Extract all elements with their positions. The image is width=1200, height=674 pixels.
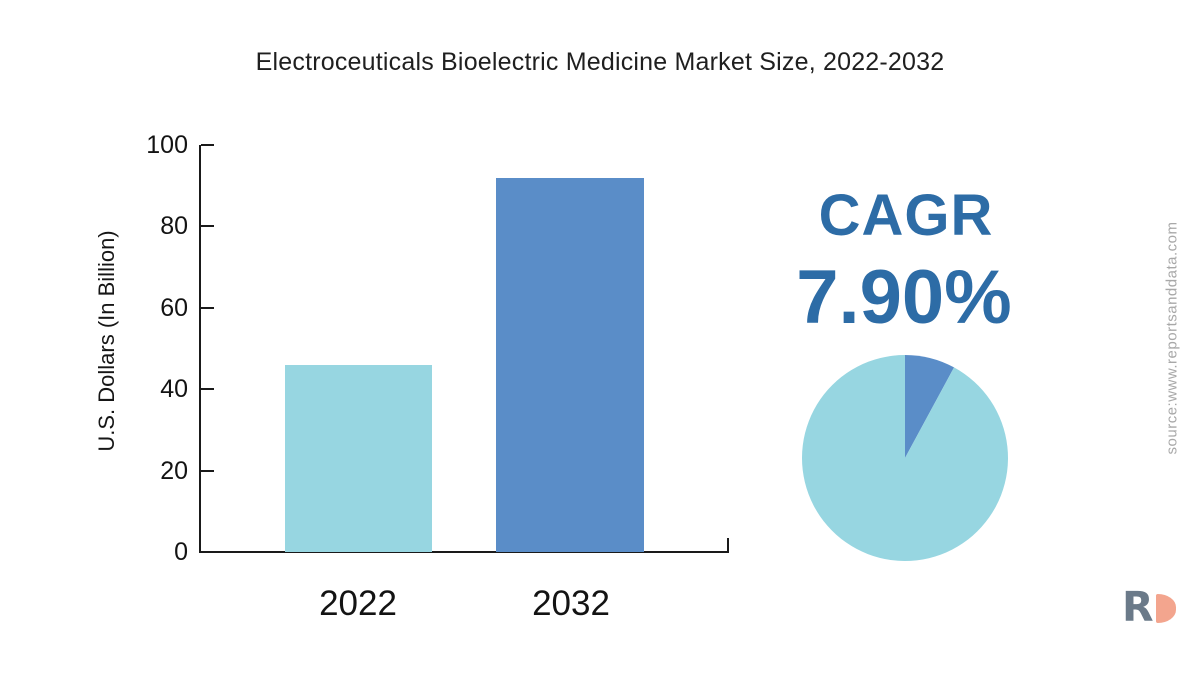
y-axis-label: U.S. Dollars (In Billion) — [94, 230, 119, 452]
chart-title: Electroceuticals Bioelectric Medicine Ma… — [255, 48, 945, 76]
y-tick-label: 60 — [160, 293, 188, 322]
y-tick-mark — [201, 225, 214, 228]
y-tick-label: 0 — [174, 538, 188, 566]
logo-letter-r: R — [1122, 583, 1154, 631]
x-axis-line — [199, 551, 729, 553]
y-tick-label: 80 — [160, 212, 188, 241]
cagr-value: 7.90% — [796, 255, 1012, 340]
y-tick-label: 20 — [160, 456, 188, 485]
y-tick-mark — [201, 306, 214, 309]
y-tick-mark — [201, 144, 214, 146]
x-tick-label-2022: 2022 — [319, 584, 397, 623]
bar-2022 — [285, 364, 432, 552]
y-tick-label: 100 — [146, 131, 188, 159]
y-axis-line — [199, 145, 201, 553]
reportsanddata-logo: R — [1122, 583, 1176, 631]
y-tick-mark — [201, 469, 214, 472]
pie-slice-remainder — [801, 355, 1008, 561]
cagr-label: CAGR — [818, 183, 994, 248]
source-credit: source:www.reportsanddata.com — [1163, 221, 1181, 455]
y-tick-mark — [201, 388, 214, 391]
x-tick-label-2032: 2032 — [532, 584, 610, 623]
x-axis-end-tick — [727, 538, 729, 552]
y-tick-mark — [201, 551, 214, 553]
logo-d-shape-icon — [1155, 593, 1176, 623]
pie-slice-cagr-share — [905, 355, 955, 458]
cagr-pie-chart — [801, 355, 1008, 561]
y-tick-label: 40 — [160, 375, 188, 404]
bar-2032 — [496, 177, 644, 552]
